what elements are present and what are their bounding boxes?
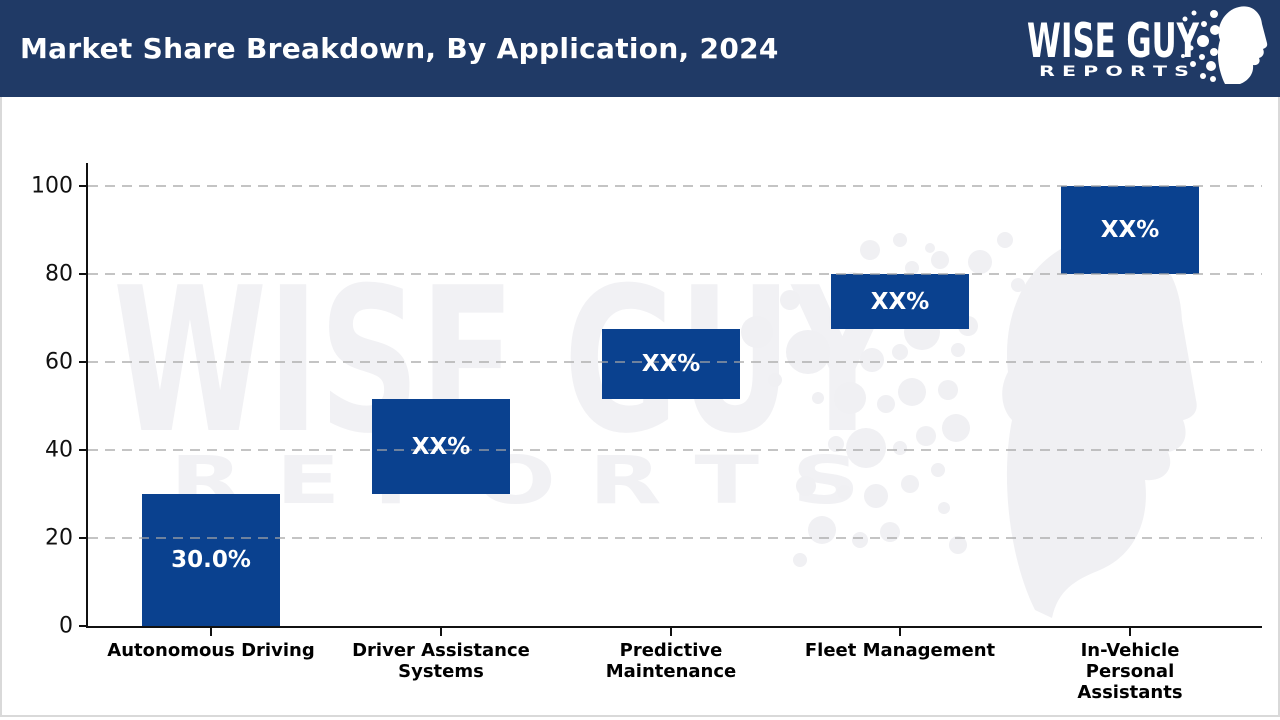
y-tick-100 [79,185,88,187]
y-tick-label-40: 40 [45,437,73,463]
y-axis-line [86,163,88,628]
y-tick-label-80: 80 [45,261,73,287]
y-tick-label-100: 100 [31,173,73,199]
x-tick-predictive-maintenance [670,628,672,636]
x-category-label-driver-assistance-systems: Driver Assistance Systems [352,640,530,682]
chart-title: Market Share Breakdown, By Application, … [20,32,779,65]
bar-value-label-predictive-maintenance: XX% [641,351,701,378]
bar-value-label-fleet-management: XX% [870,288,930,315]
x-category-label-in-vehicle-personal-assistants: In-Vehicle Personal Assistants [1077,640,1183,703]
bar-autonomous-driving [142,494,280,626]
x-axis-line [86,626,1262,628]
wiseguy-logo: WISE GUY R E P O R T S [1027,6,1268,85]
y-tick-80 [79,273,88,275]
watermark-subtitle: R E P O R T S [170,442,860,519]
x-tick-driver-assistance-systems [440,628,442,636]
x-tick-in-vehicle-personal-assistants [1129,628,1131,636]
bar-fleet-management [831,274,969,329]
x-tick-autonomous-driving [210,628,212,636]
wiseguy-logo-face-icon [1181,6,1268,85]
x-category-label-fleet-management: Fleet Management [804,640,996,661]
y-tick-label-20: 20 [45,525,73,551]
y-tick-label-60: 60 [45,349,73,375]
header-bar: Market Share Breakdown, By Application, … [0,0,1280,97]
x-category-label-autonomous-driving: Autonomous Driving [107,640,315,661]
bar-value-label-driver-assistance-systems: XX% [411,433,471,460]
x-category-label-predictive-maintenance: Predictive Maintenance [605,640,737,682]
wiseguy-logo-subtitle: R E P O R T S [1039,64,1189,80]
bar-value-label-autonomous-driving: 30.0% [171,547,251,573]
bar-predictive-maintenance [602,329,740,400]
y-tick-40 [79,449,88,451]
wiseguy-logo-wordmark: WISE GUY [1027,14,1200,69]
bar-in-vehicle-personal-assistants [1061,186,1199,274]
frame-right-border [1278,97,1280,717]
y-tick-0 [79,625,88,627]
y-tick-20 [79,537,88,539]
bar-value-label-in-vehicle-personal-assistants: XX% [1100,217,1160,243]
frame-left-border [0,97,2,717]
x-tick-fleet-management [899,628,901,636]
y-tick-60 [79,361,88,363]
frame-bottom-border [0,715,1280,717]
y-tick-label-0: 0 [59,613,73,639]
bar-driver-assistance-systems [372,399,510,494]
